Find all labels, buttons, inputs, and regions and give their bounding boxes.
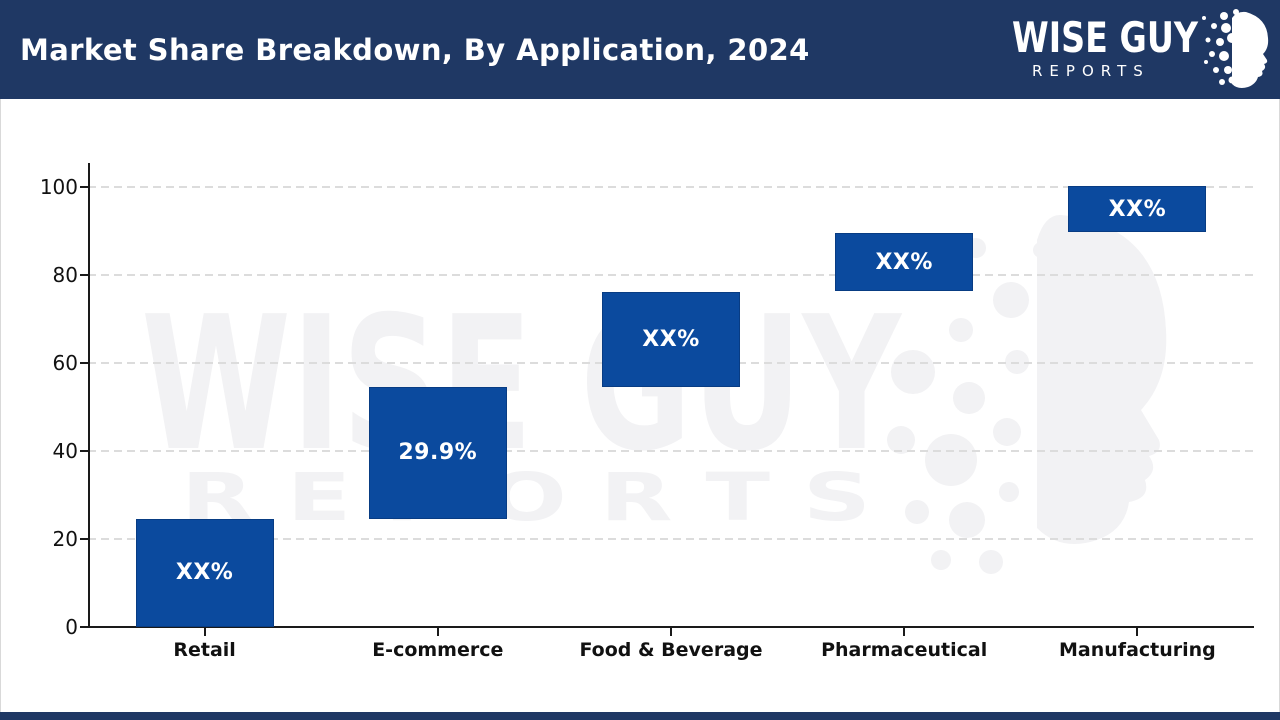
y-tick-100 [80,185,88,188]
y-tick-label-80: 80 [52,262,78,287]
x-tick [903,628,906,636]
x-category-label: Pharmaceutical [821,639,988,661]
watermark-brand-text: WISE GUY [141,276,902,492]
x-tick [436,628,439,636]
gridline-40 [88,449,1254,452]
y-tick-40 [80,449,88,452]
y-tick-60 [80,361,88,364]
gridline-100 [88,185,1254,188]
wise-guy-logo-graphic: WISE GUY REPORTS [1012,9,1269,88]
y-tick-label-0: 0 [65,615,78,639]
y-tick-label-20: 20 [52,526,78,551]
bar-segment: XX% [835,233,974,291]
x-tick [1136,628,1139,636]
logo-brand-text: WISE GUY [1012,13,1198,62]
x-category-label: Manufacturing [1059,639,1216,661]
page-title: Market Share Breakdown, By Application, … [20,32,810,67]
logo-sub-text: REPORTS [1032,62,1150,80]
y-tick-20 [80,537,88,540]
watermark-sub-text: R E P O R T S [181,459,871,536]
bar-value-label: XX% [875,249,933,275]
logo-face-icon [1202,9,1269,88]
y-tick-label-100: 100 [39,174,78,199]
y-tick-80 [80,273,88,276]
bar-value-label: XX% [1108,196,1167,222]
bar-value-label: 29.9% [398,440,478,466]
bar-segment: XX% [602,291,740,387]
x-tick [203,628,206,636]
x-category-label: Retail [173,639,236,661]
y-tick-label-40: 40 [52,438,78,463]
footer-bar [0,712,1280,720]
bar-segment: 29.9% [368,386,507,519]
bar-value-label: XX% [642,326,700,352]
x-tick [670,628,672,636]
bar-value-label: XX% [175,560,234,586]
gridline-80 [88,273,1254,276]
chart-area: WISE GUY R E P O R T S [0,99,1280,712]
gridline-20 [88,537,1254,540]
x-category-label: E-commerce [372,639,504,661]
header-bar: Market Share Breakdown, By Application, … [0,0,1280,99]
x-axis-line [88,626,1254,628]
y-tick-0 [80,626,88,628]
brand-logo: WISE GUY REPORTS [1010,4,1272,96]
bar-segment: XX% [135,518,274,627]
x-category-label: Food & Beverage [579,639,763,661]
bar-segment: XX% [1068,185,1207,233]
y-tick-label-60: 60 [52,350,78,375]
y-axis-line [88,163,90,628]
